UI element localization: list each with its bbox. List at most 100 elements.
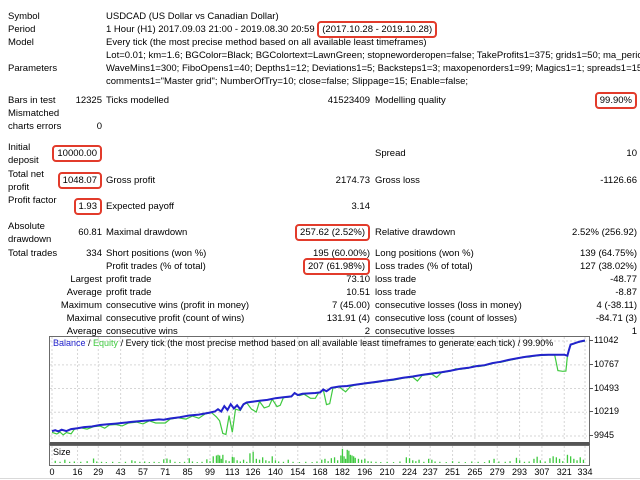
max-consecutive-wins-label: consecutive wins (profit in money)	[106, 300, 250, 311]
size-bar	[298, 462, 301, 463]
size-bar	[278, 461, 280, 463]
x-axis-tick-label: 71	[160, 467, 171, 477]
x-axis-tick-label: 196	[357, 467, 373, 477]
size-bar	[217, 454, 219, 463]
y-axis-tick-label: 10767	[594, 358, 620, 369]
red-annotation-box: (2017.10.28 - 2019.10.28)	[317, 21, 438, 38]
chart-legend: Balance / Equity / Every tick (the most …	[53, 338, 553, 348]
size-bar	[549, 458, 551, 463]
balance-equity-plot	[50, 337, 587, 439]
total-net-profit-value: 1048.07	[28, 172, 102, 189]
x-axis-tick-label: 168	[312, 467, 328, 477]
size-bar	[80, 461, 82, 463]
size-bar	[348, 450, 350, 463]
legend-separator: /	[85, 338, 94, 348]
average-profit-trade-value: 10.51	[346, 287, 370, 298]
x-axis-tick-label: 237	[422, 467, 438, 477]
size-bar	[346, 449, 348, 463]
max-consecutive-wins-value: 7 (45.00)	[331, 300, 370, 311]
size-bar	[399, 461, 401, 463]
x-axis-tick-label: 154	[290, 467, 306, 477]
size-bar	[509, 461, 511, 463]
balance-equity-chart: Balance / Equity / Every tick (the most …	[49, 336, 590, 445]
average-profit-trade-label: profit trade	[106, 287, 152, 298]
size-bar	[112, 461, 114, 463]
size-bar	[345, 458, 347, 463]
size-bar	[220, 458, 222, 463]
size-bar	[405, 457, 407, 463]
largest-label: Largest	[70, 274, 102, 285]
size-bar	[573, 458, 575, 463]
size-bar	[566, 454, 569, 463]
size-bar	[353, 456, 355, 463]
total-trades-value: 334	[86, 248, 102, 259]
x-axis-tick-label: 279	[489, 467, 505, 477]
x-axis-tick-label: 224	[401, 467, 417, 477]
size-bar	[412, 460, 414, 463]
x-axis-tick-label: 0	[49, 467, 55, 477]
mismatched-charts-errors-label: Mismatched charts errors	[8, 108, 62, 132]
size-bar	[337, 460, 339, 463]
red-annotation-box: 207 (61.98%)	[302, 258, 370, 275]
size-bar	[392, 462, 395, 463]
size-bar	[188, 458, 190, 463]
size-bar	[258, 459, 261, 463]
size-bar	[408, 458, 411, 463]
size-bar	[504, 461, 506, 463]
size-bar	[562, 461, 564, 463]
size-bar	[327, 461, 329, 463]
long-positions-value: 139 (64.75%)	[579, 248, 637, 259]
size-bar	[209, 461, 211, 463]
parameters-label: Parameters	[8, 63, 58, 74]
size-bar	[131, 460, 133, 463]
trade-size-plot	[51, 446, 586, 463]
size-bar	[477, 461, 479, 463]
size-bar	[268, 461, 270, 463]
size-bar	[201, 461, 203, 463]
size-bar	[174, 461, 176, 463]
initial-deposit-value: 10000.00	[28, 145, 102, 162]
size-bar	[233, 457, 235, 463]
largest-profit-trade-label: profit trade	[106, 274, 152, 285]
size-bar	[418, 459, 420, 463]
x-axis-tick-label: 321	[556, 467, 572, 477]
size-bar	[215, 455, 218, 463]
profit-factor-value: 1.93	[28, 198, 102, 215]
size-bar	[536, 456, 538, 463]
average-loss-trade-label: loss trade	[375, 287, 417, 298]
expected-payoff-value: 3.14	[351, 201, 371, 212]
size-bar	[287, 459, 289, 463]
size-bar	[471, 461, 473, 463]
size-bar	[351, 455, 353, 463]
maximal-drawdown-label: Maximal drawdown	[106, 227, 188, 238]
size-bar	[124, 461, 127, 463]
avg-consecutive-losses-value: 1	[631, 326, 637, 337]
total-net-profit-label: Total net profit	[8, 169, 44, 193]
average2-label: Average	[66, 326, 102, 337]
symbol-value: USDCAD (US Dollar vs Canadian Dollar)	[106, 11, 279, 22]
size-bar	[228, 461, 230, 463]
gross-profit-label: Gross profit	[106, 175, 156, 186]
parameters-line: comments1="Master grid"; NumberOfTry=10;…	[106, 76, 469, 87]
size-bar	[321, 459, 323, 463]
size-bar	[343, 456, 345, 463]
avg-consecutive-wins-label: consecutive wins	[106, 326, 178, 337]
largest-loss-trade-label: loss trade	[375, 274, 417, 285]
size-bar	[311, 462, 313, 463]
x-axis-tick-label: 85	[182, 467, 193, 477]
size-bar	[357, 458, 360, 463]
x-axis-tick-label: 16	[72, 467, 83, 477]
parameters-value: Lot=0.01; km=1.6; BGColor=Black; BGColor…	[106, 49, 640, 88]
size-bar	[370, 461, 372, 463]
size-bar	[59, 461, 61, 463]
size-bar	[375, 461, 377, 463]
profit-trades-label: Profit trades (% of total)	[106, 261, 206, 272]
size-bar	[333, 457, 336, 463]
size-bar	[439, 461, 441, 463]
modelling-quality-label: Modelling quality	[375, 95, 446, 106]
maximal-consecutive-profit-value: 131.91 (4)	[326, 313, 370, 324]
size-bar	[451, 461, 454, 463]
size-bar	[100, 461, 103, 463]
bars-in-test-value: 12325	[75, 95, 102, 106]
